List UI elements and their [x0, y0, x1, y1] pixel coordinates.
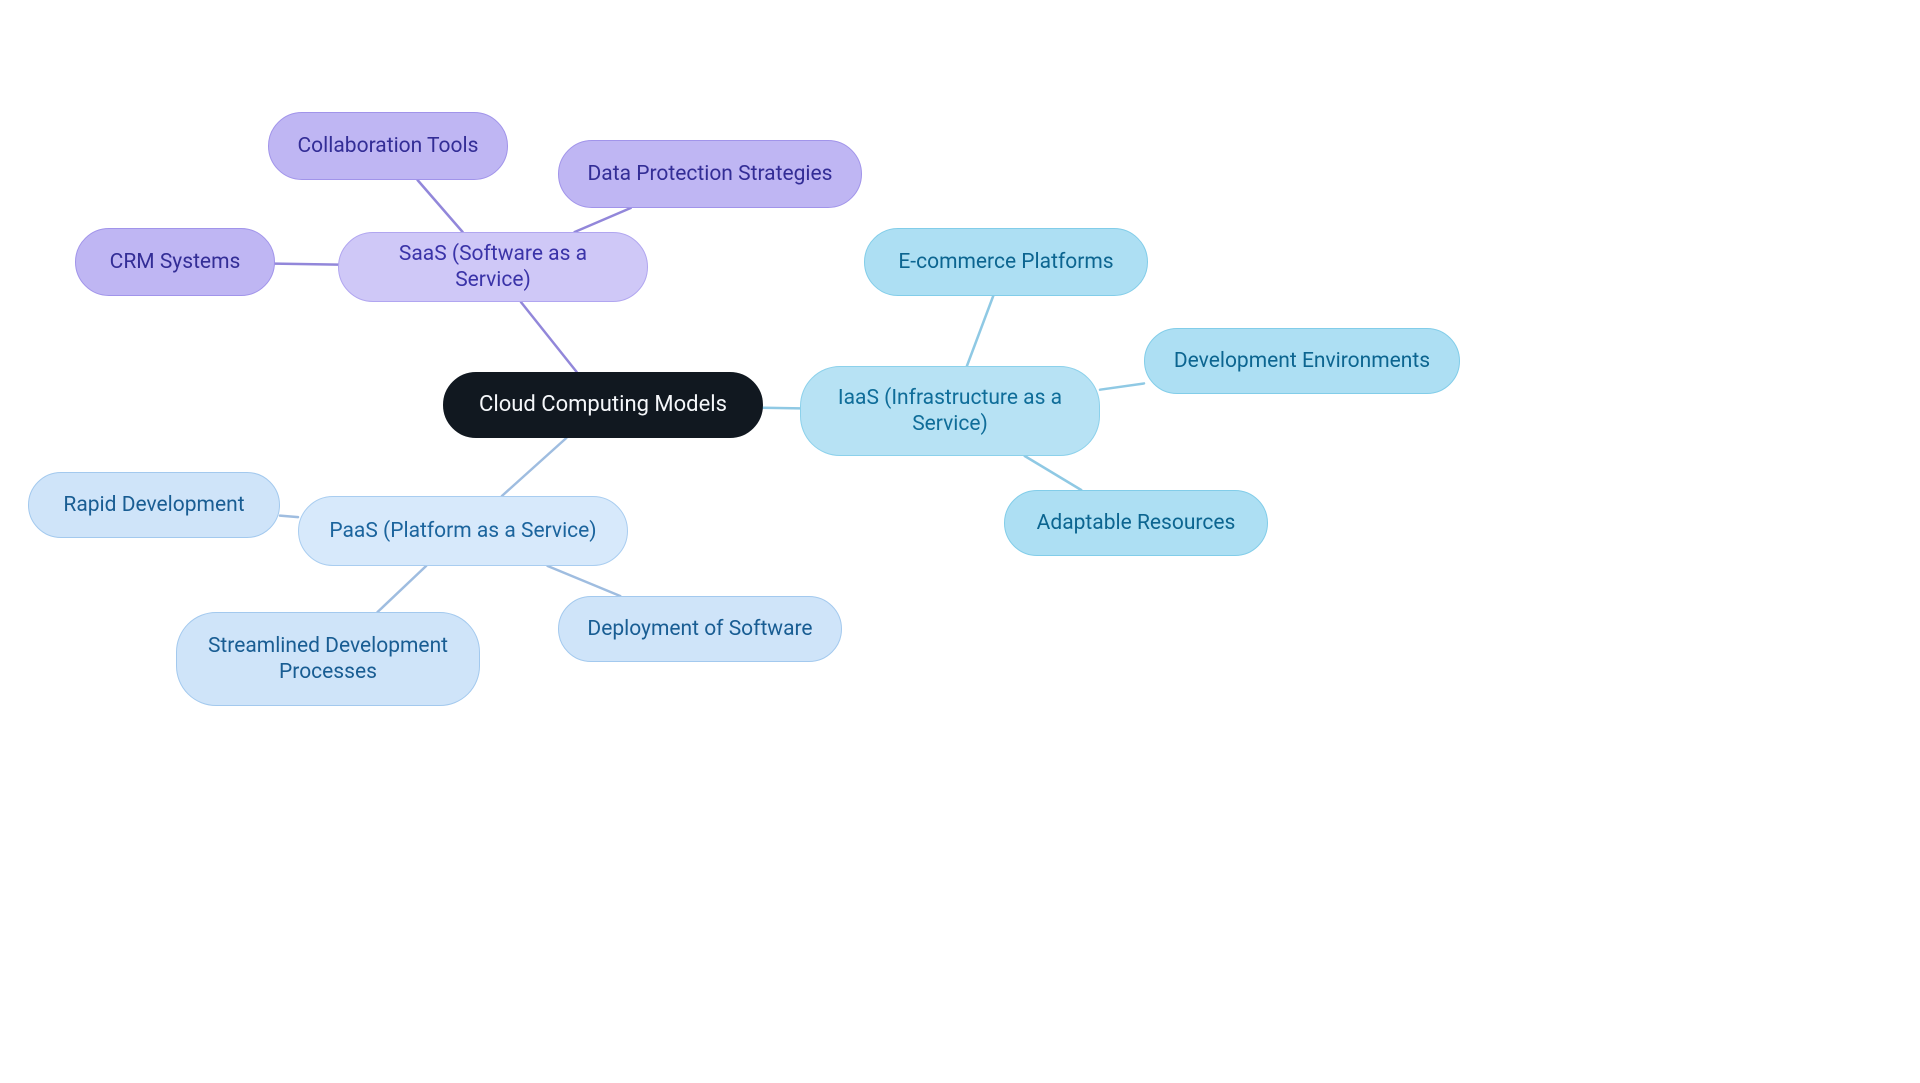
node-paas-rapid-label: Rapid Development [63, 492, 244, 518]
node-iaas-adapt: Adaptable Resources [1004, 490, 1268, 556]
mindmap-canvas: Cloud Computing Models SaaS (Software as… [0, 0, 1920, 1083]
node-root: Cloud Computing Models [443, 372, 763, 438]
node-paas-deploy: Deployment of Software [558, 596, 842, 662]
node-root-label: Cloud Computing Models [479, 391, 727, 419]
node-saas-data-label: Data Protection Strategies [588, 161, 833, 187]
node-saas-collab: Collaboration Tools [268, 112, 508, 180]
node-saas-crm: CRM Systems [75, 228, 275, 296]
node-saas-label: SaaS (Software as a Service) [367, 241, 619, 294]
node-paas-stream-label: Streamlined Development Processes [205, 633, 451, 686]
node-paas-stream: Streamlined Development Processes [176, 612, 480, 706]
node-paas: PaaS (Platform as a Service) [298, 496, 628, 566]
node-saas-collab-label: Collaboration Tools [298, 133, 479, 159]
node-paas-label: PaaS (Platform as a Service) [329, 518, 596, 544]
node-iaas-adapt-label: Adaptable Resources [1037, 510, 1236, 536]
node-saas-data: Data Protection Strategies [558, 140, 862, 208]
node-iaas-ecom: E-commerce Platforms [864, 228, 1148, 296]
node-iaas-dev: Development Environments [1144, 328, 1460, 394]
node-paas-rapid: Rapid Development [28, 472, 280, 538]
node-iaas-ecom-label: E-commerce Platforms [898, 249, 1113, 275]
node-iaas: IaaS (Infrastructure as a Service) [800, 366, 1100, 456]
node-paas-deploy-label: Deployment of Software [587, 616, 812, 642]
node-iaas-label: IaaS (Infrastructure as a Service) [829, 385, 1071, 438]
node-iaas-dev-label: Development Environments [1174, 348, 1430, 374]
node-saas-crm-label: CRM Systems [110, 249, 241, 275]
node-saas: SaaS (Software as a Service) [338, 232, 648, 302]
